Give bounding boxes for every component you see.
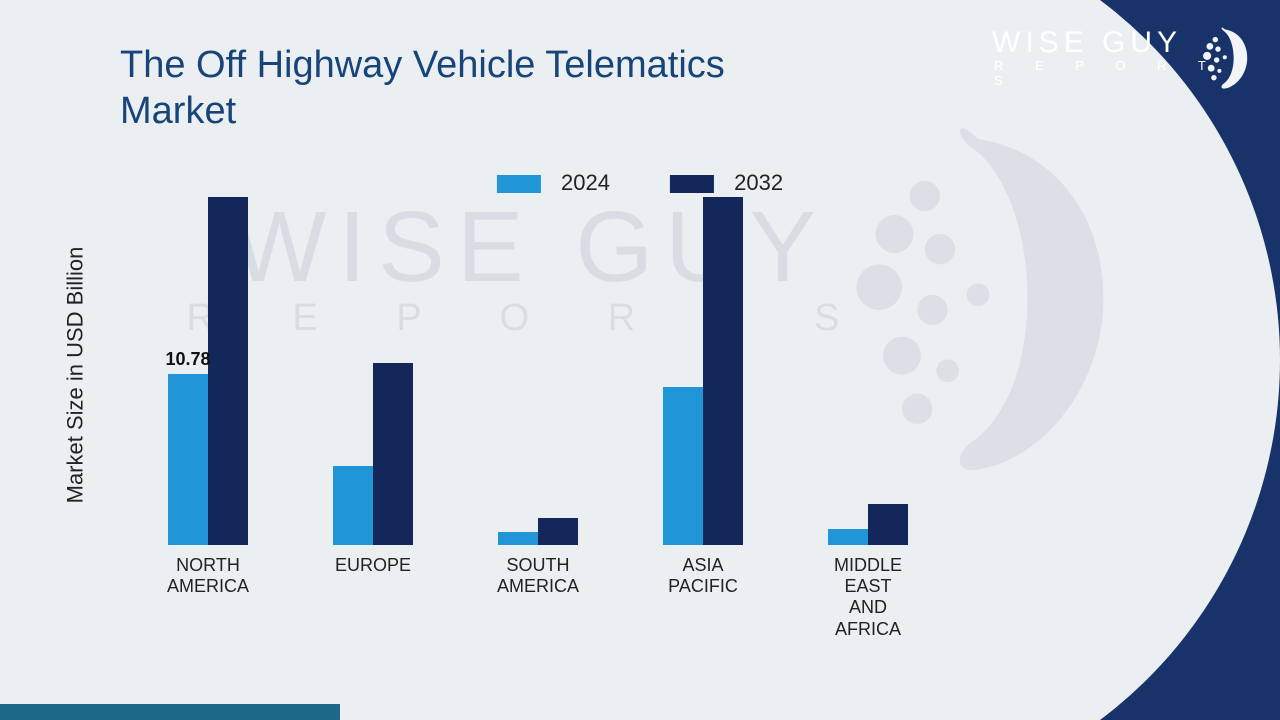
footer-accent-bar [0, 704, 340, 720]
y-axis-label: Market Size in USD Billion [60, 165, 90, 585]
bar-2024 [663, 387, 703, 545]
chart-title: The Off Highway Vehicle Telematics Marke… [120, 42, 800, 135]
category-label: SOUTH AMERICA [497, 555, 579, 597]
brand-logo: WISE GUY R E P O R T S [992, 26, 1252, 88]
bar-value-label: 10.78 [165, 349, 210, 370]
bar-2032 [208, 197, 248, 545]
category-label: EUROPE [335, 555, 411, 576]
bar-chart: Market Size in USD Billion 10.78NORTH AM… [60, 165, 960, 645]
brand-head-icon [1184, 26, 1252, 94]
bar-2024 [168, 374, 208, 545]
category-label: MIDDLE EAST AND AFRICA [834, 555, 902, 640]
bar-2024 [333, 466, 373, 545]
category-label: ASIA PACIFIC [668, 555, 738, 597]
bar-2032 [538, 518, 578, 545]
bar-2032 [703, 197, 743, 545]
plot-area: 10.78NORTH AMERICAEUROPESOUTH AMERICAASI… [108, 165, 960, 545]
bar-2024 [498, 532, 538, 545]
bar-2032 [868, 504, 908, 545]
page: WISE GUY R E P O R T S The Off Highway V… [0, 0, 1280, 720]
bar-2032 [373, 363, 413, 545]
bar-2024 [828, 529, 868, 545]
category-label: NORTH AMERICA [167, 555, 249, 597]
